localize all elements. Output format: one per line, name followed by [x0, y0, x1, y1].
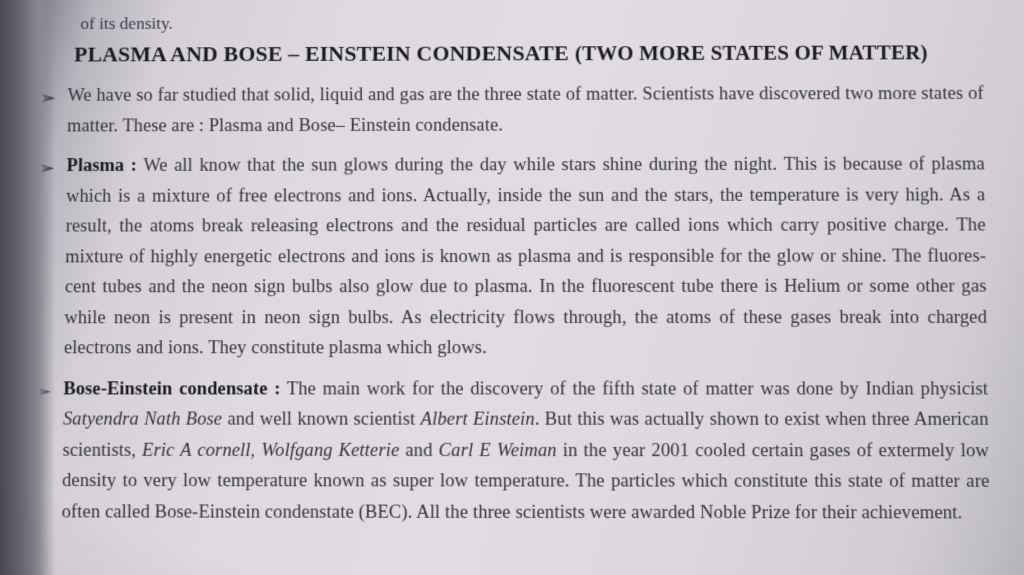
chevron-right-icon: ➢: [35, 381, 63, 402]
plasma-body-text: We all know that the sun glows during th…: [64, 155, 987, 359]
heading-parenthetical: (TWO MORE STATES OF MATTER): [575, 40, 928, 65]
bec-term: Bose-Einstein condensate :: [63, 379, 280, 399]
intro-block: ➢ We have so far studied that solid, liq…: [73, 79, 985, 147]
bec-block: ➢ Bose-Einstein condensate : The main wo…: [67, 374, 990, 535]
bec-text-1: The main work for the discovery of the f…: [280, 379, 988, 399]
chevron-right-icon: ➢: [40, 88, 68, 109]
heading-main: PLASMA AND BOSE – EINSTEIN CONDENSATE: [74, 40, 569, 66]
prev-section-fragment: of its density.: [80, 11, 982, 34]
section-heading: PLASMA AND BOSE – EINSTEIN CONDENSATE (T…: [74, 39, 983, 67]
bec-text-4: and: [399, 441, 438, 461]
scientist-name-weiman: Carl E Weiman: [439, 441, 557, 461]
chevron-right-icon: ➢: [39, 158, 67, 179]
scientist-name-bose: Satyendra Nath Bose: [63, 410, 222, 430]
bec-text-2: and well known scientist: [222, 410, 421, 430]
scientist-name-einstein: Albert Einstein: [421, 410, 535, 430]
plasma-paragraph: Plasma : We all know that the sun glows …: [64, 150, 988, 364]
intro-paragraph: We have so far studied that solid, liqui…: [67, 79, 984, 141]
plasma-term: Plasma :: [66, 156, 137, 176]
textbook-page: of its density. PLASMA AND BOSE – EINSTE…: [0, 1, 1024, 575]
scientist-names-cornell-ketterle: Eric A cornell, Wolfgang Ketterie: [142, 440, 399, 460]
plasma-block: ➢ Plasma : We all know that the sun glow…: [70, 150, 988, 370]
bec-paragraph: Bose-Einstein condensate : The main work…: [61, 374, 990, 529]
